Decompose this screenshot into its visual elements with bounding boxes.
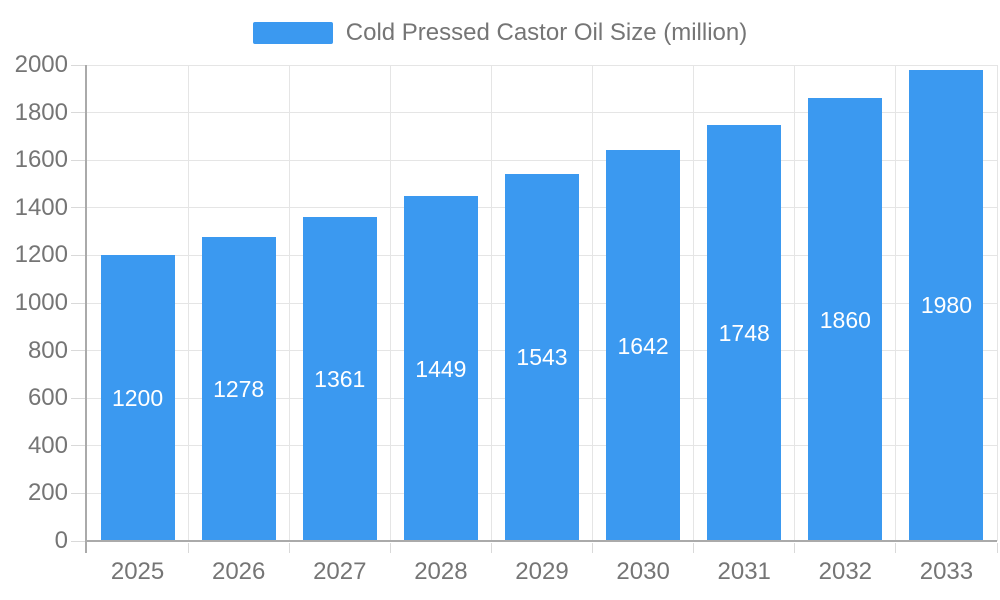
bar-value-label: 1642 — [617, 332, 669, 359]
v-gridline — [794, 65, 796, 541]
bar-2030[interactable] — [606, 150, 681, 541]
bar-2031[interactable] — [707, 124, 782, 541]
y-axis-label: 2000 — [14, 51, 68, 78]
x-axis-tick — [288, 543, 290, 553]
v-gridline — [693, 65, 695, 541]
h-gridline — [87, 64, 997, 66]
bar-value-label: 1980 — [920, 292, 973, 319]
x-axis-label: 2033 — [919, 558, 974, 585]
bar-2027[interactable] — [302, 217, 377, 541]
y-axis-tick — [71, 207, 87, 209]
bar-2026[interactable] — [201, 236, 276, 541]
x-axis-tick — [389, 543, 391, 553]
y-axis-tick — [71, 397, 87, 399]
bar-value-label: 1543 — [516, 344, 568, 371]
bar-2029[interactable] — [505, 173, 579, 541]
x-axis-label: 2031 — [717, 558, 771, 585]
y-axis-label: 200 — [27, 479, 68, 507]
y-axis-tick — [71, 112, 87, 114]
x-axis-label: 2028 — [414, 558, 468, 585]
y-axis-label: 800 — [27, 336, 68, 364]
legend: Cold Pressed Castor Oil Size (million) — [0, 19, 1000, 47]
y-axis-label: 0 — [54, 527, 68, 554]
y-axis-label: 1000 — [14, 289, 68, 316]
x-axis-tick — [490, 543, 492, 553]
v-gridline — [895, 65, 897, 541]
bar-value-label: 1361 — [314, 366, 366, 393]
x-axis-label: 2032 — [818, 558, 873, 585]
x-axis-line — [85, 540, 997, 542]
x-axis-label: 2027 — [313, 558, 367, 585]
v-gridline — [288, 65, 290, 541]
y-axis-tick — [71, 159, 87, 161]
x-axis-tick — [187, 543, 189, 553]
v-gridline — [592, 65, 594, 541]
x-axis-label: 2029 — [515, 558, 569, 585]
x-axis-tick — [895, 543, 897, 553]
bar-value-label: 1860 — [819, 306, 871, 333]
bar-value-label: 1200 — [111, 385, 164, 412]
h-gridline — [87, 112, 997, 114]
y-axis-label: 400 — [27, 431, 68, 459]
y-axis-tick — [71, 350, 87, 352]
y-axis-tick — [71, 445, 87, 447]
y-axis-label: 1800 — [14, 98, 68, 126]
v-gridline — [490, 65, 492, 541]
x-axis-label: 2026 — [211, 558, 266, 585]
x-axis-tick — [592, 543, 594, 553]
v-gridline — [187, 65, 189, 541]
legend-item[interactable]: Cold Pressed Castor Oil Size (million) — [252, 19, 748, 47]
y-axis-tick — [71, 540, 87, 542]
x-axis-tick — [794, 543, 796, 553]
y-axis-tick — [71, 302, 87, 304]
x-axis-tick — [996, 543, 998, 553]
y-axis-label: 1200 — [14, 241, 68, 269]
y-axis-label: 600 — [27, 384, 68, 412]
bar-2032[interactable] — [808, 98, 883, 541]
bar-2033[interactable] — [909, 69, 984, 541]
bar-2025[interactable] — [100, 255, 175, 541]
v-gridline — [389, 65, 391, 541]
legend-label: Cold Pressed Castor Oil Size (million) — [345, 19, 748, 46]
y-axis-label: 1400 — [14, 193, 68, 221]
y-axis-line — [85, 65, 87, 553]
legend-swatch[interactable] — [252, 22, 333, 44]
x-axis-label: 2030 — [616, 558, 670, 585]
bar-value-label: 1278 — [213, 375, 265, 402]
v-gridline — [996, 65, 998, 541]
y-axis-label: 1600 — [14, 146, 68, 174]
y-axis-tick — [71, 64, 87, 66]
bar-value-label: 1449 — [415, 355, 467, 382]
x-axis-tick — [693, 543, 695, 553]
y-axis-tick — [71, 492, 87, 494]
bar-2028[interactable] — [403, 196, 478, 541]
h-gridline — [87, 159, 997, 161]
x-axis-label: 2025 — [110, 558, 165, 585]
bar-value-label: 1748 — [718, 319, 770, 346]
y-axis-tick — [71, 254, 87, 256]
